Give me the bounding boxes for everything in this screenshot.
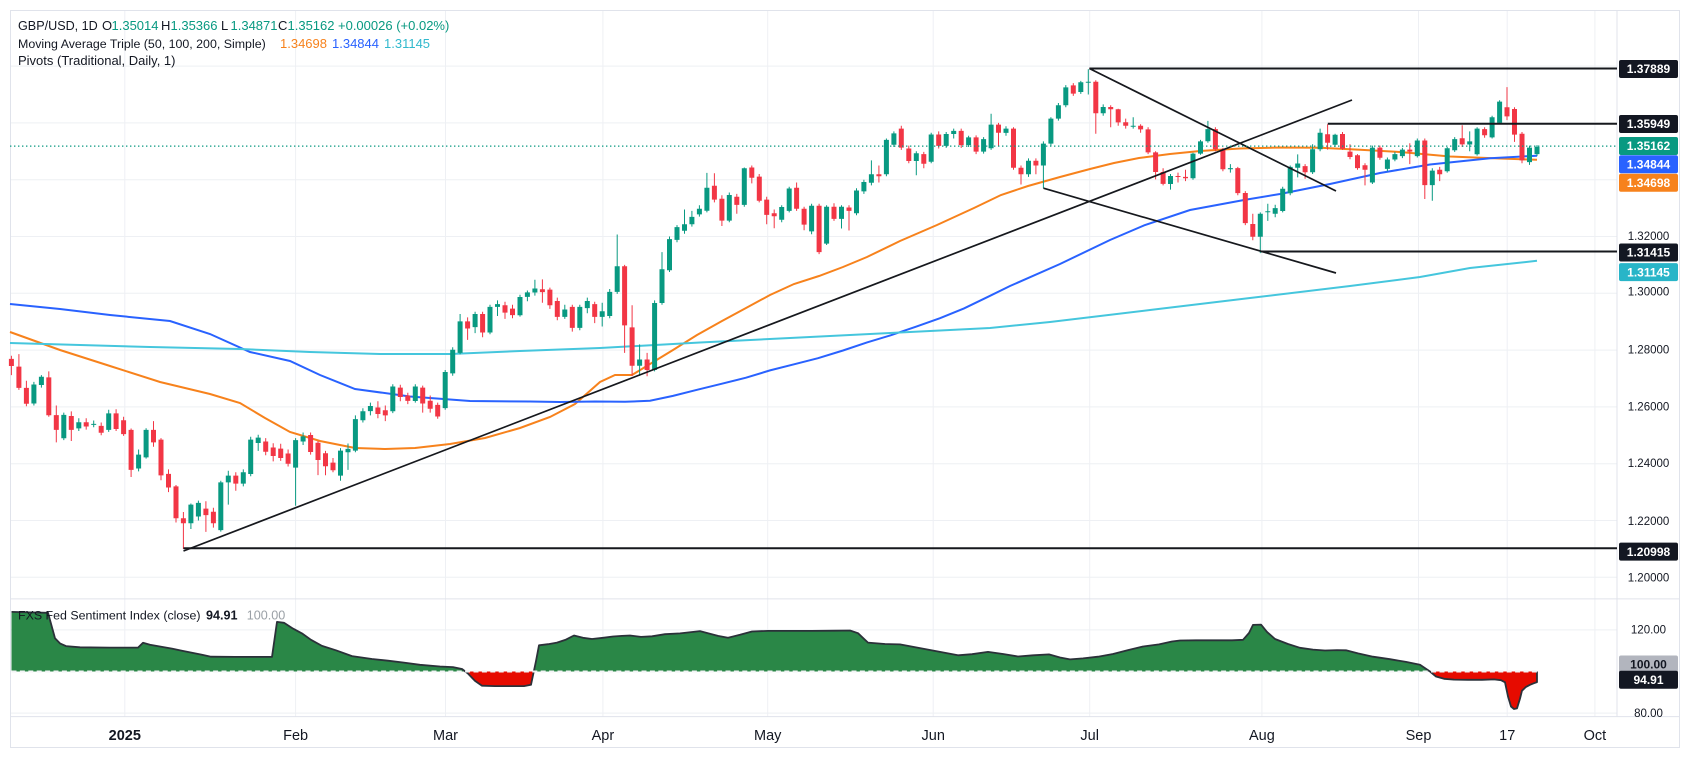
svg-text:1.35014: 1.35014 <box>112 18 159 33</box>
svg-text:Feb: Feb <box>283 728 308 744</box>
svg-text:1.22000: 1.22000 <box>1628 516 1670 528</box>
svg-text:+0.00026 (+0.02%): +0.00026 (+0.02%) <box>338 18 449 33</box>
svg-text:120.00: 120.00 <box>1631 625 1666 637</box>
svg-text:2025: 2025 <box>109 728 141 744</box>
svg-text:1.31415: 1.31415 <box>1627 246 1671 260</box>
svg-text:Jun: Jun <box>922 728 945 744</box>
svg-text:17: 17 <box>1499 728 1515 744</box>
svg-text:May: May <box>754 728 782 744</box>
svg-text:80.00: 80.00 <box>1634 708 1663 720</box>
svg-text:1.32000: 1.32000 <box>1628 231 1670 243</box>
svg-text:1.34844: 1.34844 <box>332 36 379 51</box>
svg-text:1.34698: 1.34698 <box>1627 176 1671 190</box>
svg-text:1.31145: 1.31145 <box>384 36 430 51</box>
svg-text:O: O <box>102 18 112 33</box>
svg-text:1.34844: 1.34844 <box>1627 157 1671 171</box>
svg-text:Mar: Mar <box>433 728 458 744</box>
svg-text:1.31145: 1.31145 <box>1627 265 1670 279</box>
svg-text:Moving Average Triple (50, 100: Moving Average Triple (50, 100, 200, Sim… <box>18 37 266 51</box>
svg-text:1.30000: 1.30000 <box>1628 287 1670 299</box>
svg-text:Pivots (Traditional, Daily, 1): Pivots (Traditional, Daily, 1) <box>18 53 176 68</box>
svg-text:L: L <box>221 18 228 33</box>
svg-text:94.91: 94.91 <box>206 609 238 623</box>
svg-text:Sep: Sep <box>1406 728 1432 744</box>
svg-text:C: C <box>278 18 287 33</box>
svg-text:1.35162: 1.35162 <box>288 18 335 33</box>
svg-text:H: H <box>161 18 170 33</box>
svg-text:100.00: 100.00 <box>1630 658 1667 672</box>
svg-text:1.34698: 1.34698 <box>280 36 327 51</box>
svg-text:1.35162: 1.35162 <box>1627 139 1671 153</box>
svg-text:Oct: Oct <box>1584 728 1607 744</box>
svg-text:1.20000: 1.20000 <box>1628 573 1670 585</box>
svg-text:1.28000: 1.28000 <box>1628 345 1670 357</box>
svg-text:GBP/USD, 1D: GBP/USD, 1D <box>18 19 98 33</box>
svg-text:FXS Fed Sentiment Index (close: FXS Fed Sentiment Index (close) <box>18 609 201 623</box>
svg-text:94.91: 94.91 <box>1633 673 1663 687</box>
svg-text:1.37889: 1.37889 <box>1627 62 1671 76</box>
svg-text:100.00: 100.00 <box>247 609 286 623</box>
svg-text:Apr: Apr <box>592 728 615 744</box>
svg-text:Aug: Aug <box>1249 728 1275 744</box>
svg-text:1.24000: 1.24000 <box>1628 458 1670 470</box>
svg-text:1.34871: 1.34871 <box>231 18 278 33</box>
svg-text:1.20998: 1.20998 <box>1627 545 1671 559</box>
svg-text:1.35366: 1.35366 <box>171 18 218 33</box>
svg-text:1.35949: 1.35949 <box>1627 117 1671 131</box>
svg-text:Jul: Jul <box>1080 728 1099 744</box>
svg-text:1.26000: 1.26000 <box>1628 401 1670 413</box>
